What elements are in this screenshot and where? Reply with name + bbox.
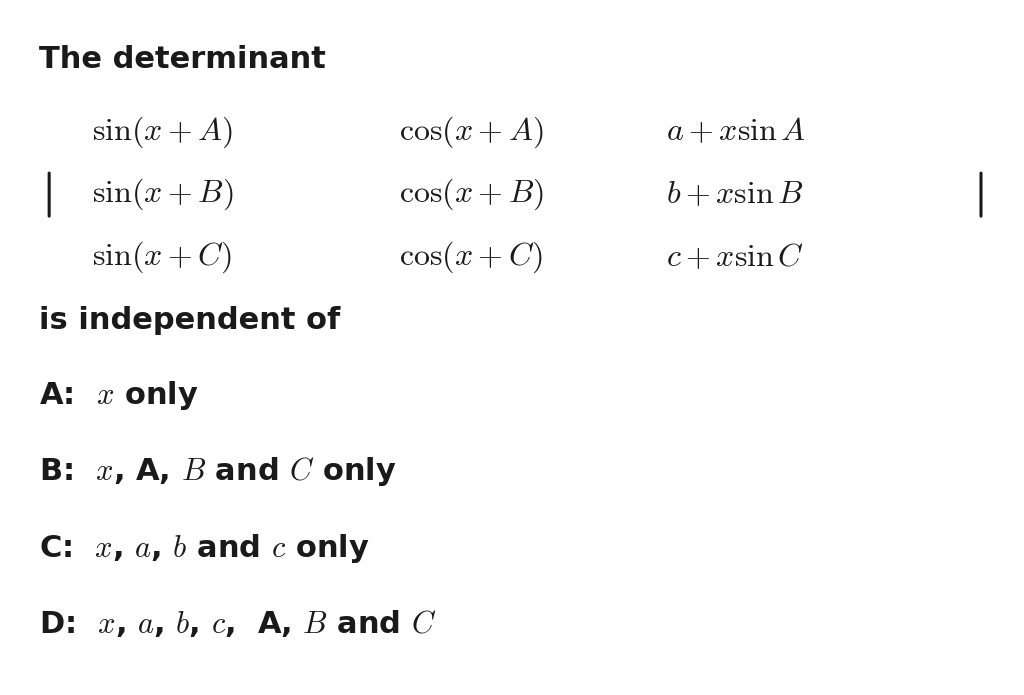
Text: B:  $x$, A, $B$ and $C$ only: B: $x$, A, $B$ and $C$ only <box>39 455 396 488</box>
Text: $\cos(x + C)$: $\cos(x + C)$ <box>399 239 543 275</box>
Text: The determinant: The determinant <box>39 45 326 74</box>
Text: $\sin(x + B)$: $\sin(x + B)$ <box>92 177 233 213</box>
Text: $\sin(x + A)$: $\sin(x + A)$ <box>92 114 233 150</box>
Text: D:  $x$, $a$, $b$, $c$,  A, $B$ and $C$: D: $x$, $a$, $b$, $c$, A, $B$ and $C$ <box>39 608 436 639</box>
Text: is independent of: is independent of <box>39 306 340 335</box>
Text: A:  $x$ only: A: $x$ only <box>39 379 199 411</box>
Text: $c + x\sin C$: $c + x\sin C$ <box>666 242 804 272</box>
Text: $\cos(x + A)$: $\cos(x + A)$ <box>399 114 544 150</box>
Text: $\cos(x + B)$: $\cos(x + B)$ <box>399 177 545 213</box>
Text: $b + x\sin B$: $b + x\sin B$ <box>666 179 804 210</box>
Text: $\sin(x + C)$: $\sin(x + C)$ <box>92 239 232 275</box>
Text: C:  $x$, $a$, $b$ and $c$ only: C: $x$, $a$, $b$ and $c$ only <box>39 532 370 564</box>
Text: $a + x\sin A$: $a + x\sin A$ <box>666 117 806 147</box>
